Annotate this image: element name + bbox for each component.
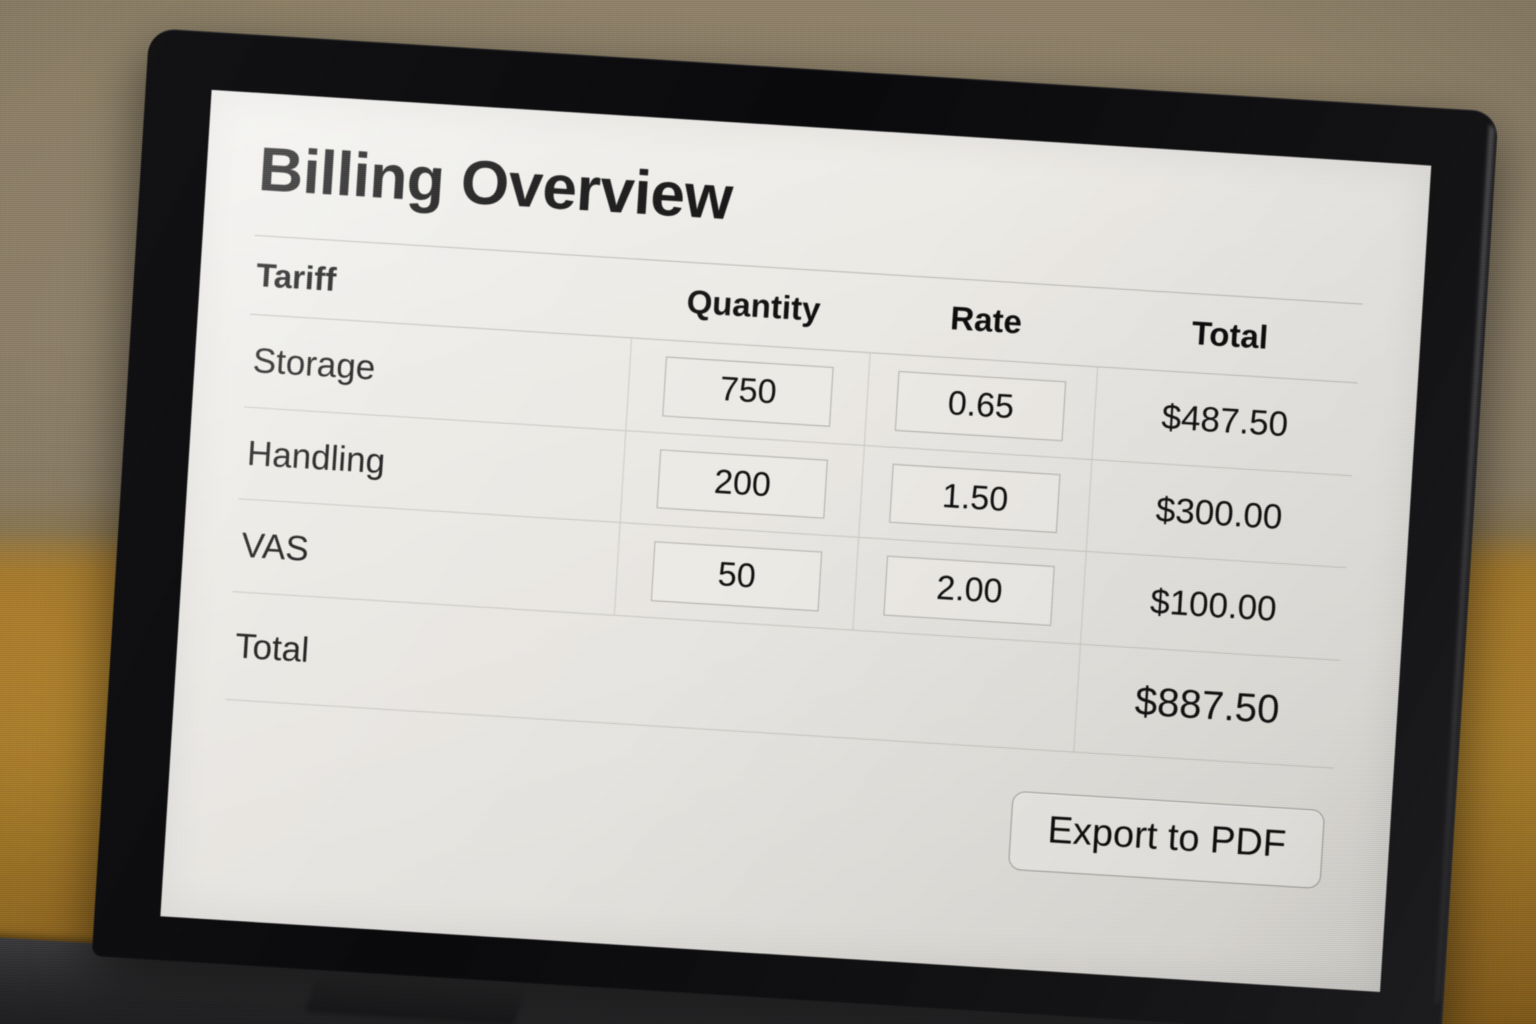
total-row-spacer-quantity — [608, 615, 853, 739]
grand-total-label: Total — [225, 591, 615, 724]
row-total-vas: $100.00 — [1080, 551, 1347, 661]
rate-cell: 2.00 — [852, 537, 1086, 645]
billing-app: Billing Overview Tariff Quantity Rate To… — [215, 135, 1369, 946]
quantity-cell: 50 — [614, 522, 859, 631]
laptop-screen: Billing Overview Tariff Quantity Rate To… — [160, 89, 1432, 992]
rate-cell: 0.65 — [864, 352, 1098, 460]
quantity-cell: 200 — [620, 430, 865, 538]
billing-table: Tariff Quantity Rate Total Storage 750 — [225, 235, 1363, 769]
rate-input-handling[interactable]: 1.50 — [889, 463, 1061, 534]
total-row-spacer-rate — [846, 630, 1081, 753]
export-to-pdf-button[interactable]: Export to PDF — [1008, 790, 1326, 890]
laptop-lid: Billing Overview Tariff Quantity Rate To… — [91, 27, 1499, 1024]
row-total-storage: $487.50 — [1091, 366, 1358, 476]
quantity-input-handling[interactable]: 200 — [656, 449, 829, 520]
column-header-rate: Rate — [870, 274, 1103, 367]
action-bar: Export to PDF — [218, 742, 1331, 890]
quantity-cell: 750 — [626, 337, 871, 446]
column-header-quantity: Quantity — [632, 259, 876, 353]
quantity-input-storage[interactable]: 750 — [662, 356, 834, 427]
row-total-handling: $300.00 — [1085, 459, 1352, 568]
grand-total-amount: $887.50 — [1073, 644, 1341, 769]
rate-cell: 1.50 — [858, 445, 1092, 552]
rate-input-vas[interactable]: 2.00 — [883, 556, 1056, 626]
quantity-input-vas[interactable]: 50 — [651, 541, 823, 612]
rate-input-storage[interactable]: 0.65 — [895, 370, 1067, 441]
